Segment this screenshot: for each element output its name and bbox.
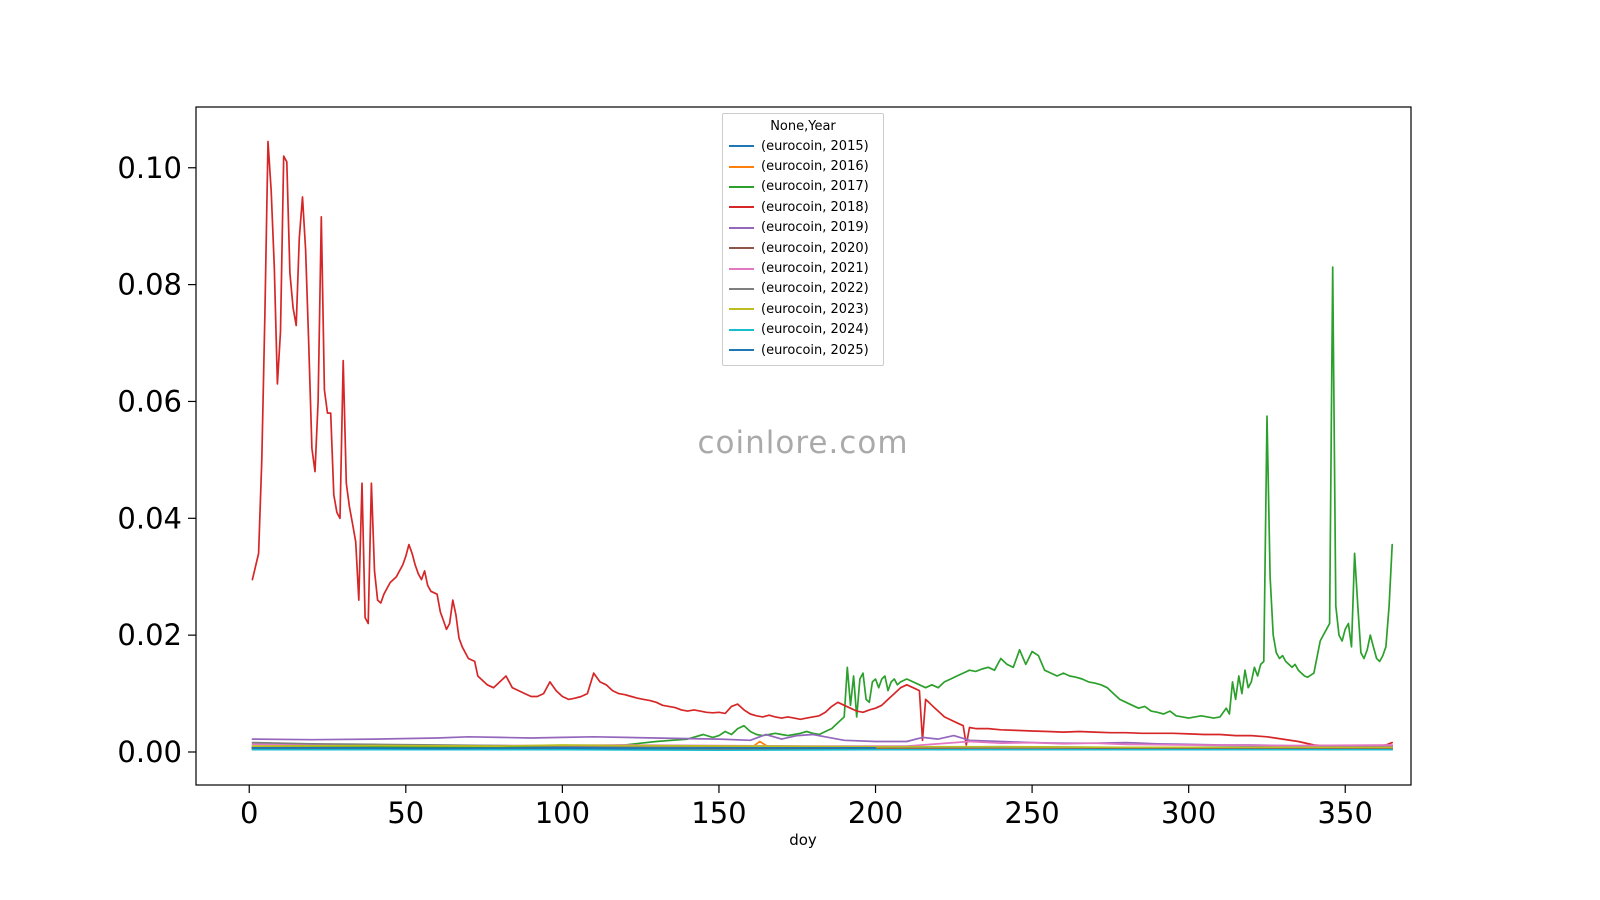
legend-item-label: (eurocoin, 2018) <box>761 199 869 215</box>
x-axis-label: doy <box>789 831 817 849</box>
x-axis-tick-label: 250 <box>1004 796 1059 830</box>
legend-line-sample <box>729 308 754 311</box>
legend-item-2020: (eurocoin, 2020) <box>729 238 877 258</box>
series-line-2023 <box>251 744 1394 749</box>
watermark: coinlore.com <box>697 425 909 461</box>
legend-line-sample <box>729 267 754 270</box>
legend-line-sample <box>729 287 754 290</box>
legend-line-sample <box>729 247 754 250</box>
legend-line-sample <box>729 226 754 229</box>
y-axis-tick-label: 0.00 <box>117 735 182 769</box>
series-line-2024 <box>251 748 1394 752</box>
legend-item-label: (eurocoin, 2023) <box>761 301 869 317</box>
legend-line-sample <box>729 328 754 331</box>
legend-item-2021: (eurocoin, 2021) <box>729 258 877 278</box>
plot-frame <box>195 106 1412 786</box>
legend-item-2024: (eurocoin, 2024) <box>729 320 877 340</box>
y-axis-tick-label: 0.10 <box>117 151 182 185</box>
legend-item-label: (eurocoin, 2019) <box>761 220 869 236</box>
legend-item-label: (eurocoin, 2016) <box>761 159 869 175</box>
legend-line-sample <box>729 165 754 168</box>
legend-item-2017: (eurocoin, 2017) <box>729 177 877 197</box>
x-axis-tick-label: 150 <box>691 796 746 830</box>
legend-line-sample <box>729 185 754 188</box>
x-axis-tick-label: 350 <box>1318 796 1373 830</box>
legend-line-sample <box>729 206 754 209</box>
series-line-2017 <box>251 266 1394 749</box>
legend-item-2018: (eurocoin, 2018) <box>729 197 877 217</box>
x-axis-tick-label: 0 <box>240 796 258 830</box>
x-axis-tick-label: 100 <box>535 796 590 830</box>
series-line-2025 <box>251 747 877 750</box>
legend-item-label: (eurocoin, 2021) <box>761 261 869 277</box>
legend-item-label: (eurocoin, 2015) <box>761 138 869 154</box>
legend: None,Year (eurocoin, 2015) (eurocoin, 201… <box>722 113 884 367</box>
y-axis-tick-label: 0.02 <box>117 618 182 652</box>
legend-item-label: (eurocoin, 2024) <box>761 322 869 338</box>
y-axis-tick-label: 0.04 <box>117 501 182 535</box>
legend-line-sample <box>729 145 754 148</box>
legend-item-label: (eurocoin, 2025) <box>761 342 869 358</box>
legend-item-2015: (eurocoin, 2015) <box>729 136 877 156</box>
legend-line-sample <box>729 349 754 352</box>
legend-item-label: (eurocoin, 2017) <box>761 179 869 195</box>
legend-item-label: (eurocoin, 2022) <box>761 281 869 297</box>
legend-item-2016: (eurocoin, 2016) <box>729 156 877 176</box>
y-axis-tick-label: 0.06 <box>117 384 182 418</box>
x-axis-tick-label: 50 <box>387 796 424 830</box>
legend-item-label: (eurocoin, 2020) <box>761 240 869 256</box>
legend-title: None,Year <box>770 119 836 134</box>
x-axis-tick-label: 300 <box>1161 796 1216 830</box>
legend-item-2023: (eurocoin, 2023) <box>729 299 877 319</box>
legend-item-2019: (eurocoin, 2019) <box>729 218 877 238</box>
legend-item-2022: (eurocoin, 2022) <box>729 279 877 299</box>
x-axis-tick-label: 200 <box>848 796 903 830</box>
y-axis-tick-label: 0.08 <box>117 268 182 302</box>
legend-item-2025: (eurocoin, 2025) <box>729 340 877 360</box>
